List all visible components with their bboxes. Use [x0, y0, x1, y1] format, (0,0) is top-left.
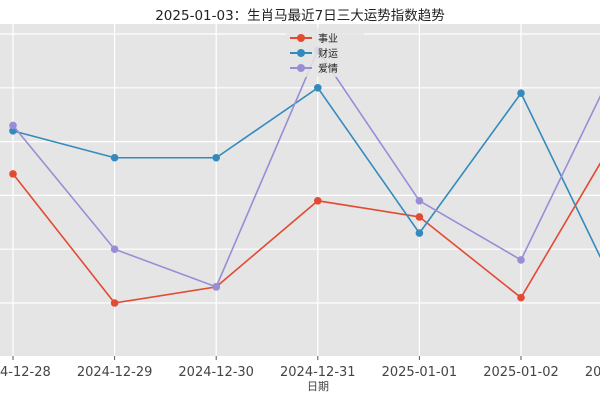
data-point-marker: [212, 283, 220, 291]
legend-item-wealth: 财运: [290, 45, 360, 60]
wealth-line-marker-icon: [290, 48, 312, 58]
data-point-marker: [415, 229, 424, 237]
data-point-marker: [110, 299, 119, 307]
chart-title: 2025-01-03：生肖马最近7日三大运势指数趋势: [155, 8, 445, 24]
legend-label: 事业: [318, 34, 338, 45]
data-point-marker: [314, 196, 322, 205]
x-tick-label: 2024-12-31: [280, 365, 356, 380]
x-tick-label: 2024-12-28: [0, 365, 51, 380]
love-line-marker-icon: [290, 63, 312, 73]
data-point-marker: [517, 89, 525, 97]
data-point-marker: [9, 121, 17, 130]
data-point-marker: [9, 170, 17, 178]
x-tick-label: 2024-12-29: [77, 365, 153, 380]
legend-item-career: 事业: [290, 30, 360, 45]
legend: 事业 财运 爱情: [286, 28, 364, 77]
data-point-marker: [212, 153, 220, 162]
data-point-marker: [110, 245, 119, 253]
career-line-marker-icon: [290, 33, 312, 43]
x-tick-label: 2024-12-30: [178, 365, 254, 380]
x-tick-label: 2025-01-01: [382, 365, 458, 380]
data-point-marker: [110, 153, 119, 162]
legend-item-love: 爱情: [290, 60, 360, 75]
x-tick-label: 2025-01-02: [483, 365, 559, 380]
data-point-marker: [517, 293, 525, 302]
x-axis-label: 日期: [307, 380, 329, 393]
data-point-marker: [517, 256, 525, 264]
data-point-marker: [415, 213, 424, 221]
x-tick-label: 2025-01-03: [585, 365, 600, 380]
plot-area: [0, 24, 600, 356]
data-point-marker: [415, 196, 424, 205]
legend-label: 爱情: [318, 64, 338, 75]
x-axis-ticks: 2024-12-28 2024-12-29 2024-12-30 2024-12-31…: [0, 356, 600, 380]
legend-label: 财运: [318, 49, 338, 60]
data-point-marker: [314, 84, 322, 92]
